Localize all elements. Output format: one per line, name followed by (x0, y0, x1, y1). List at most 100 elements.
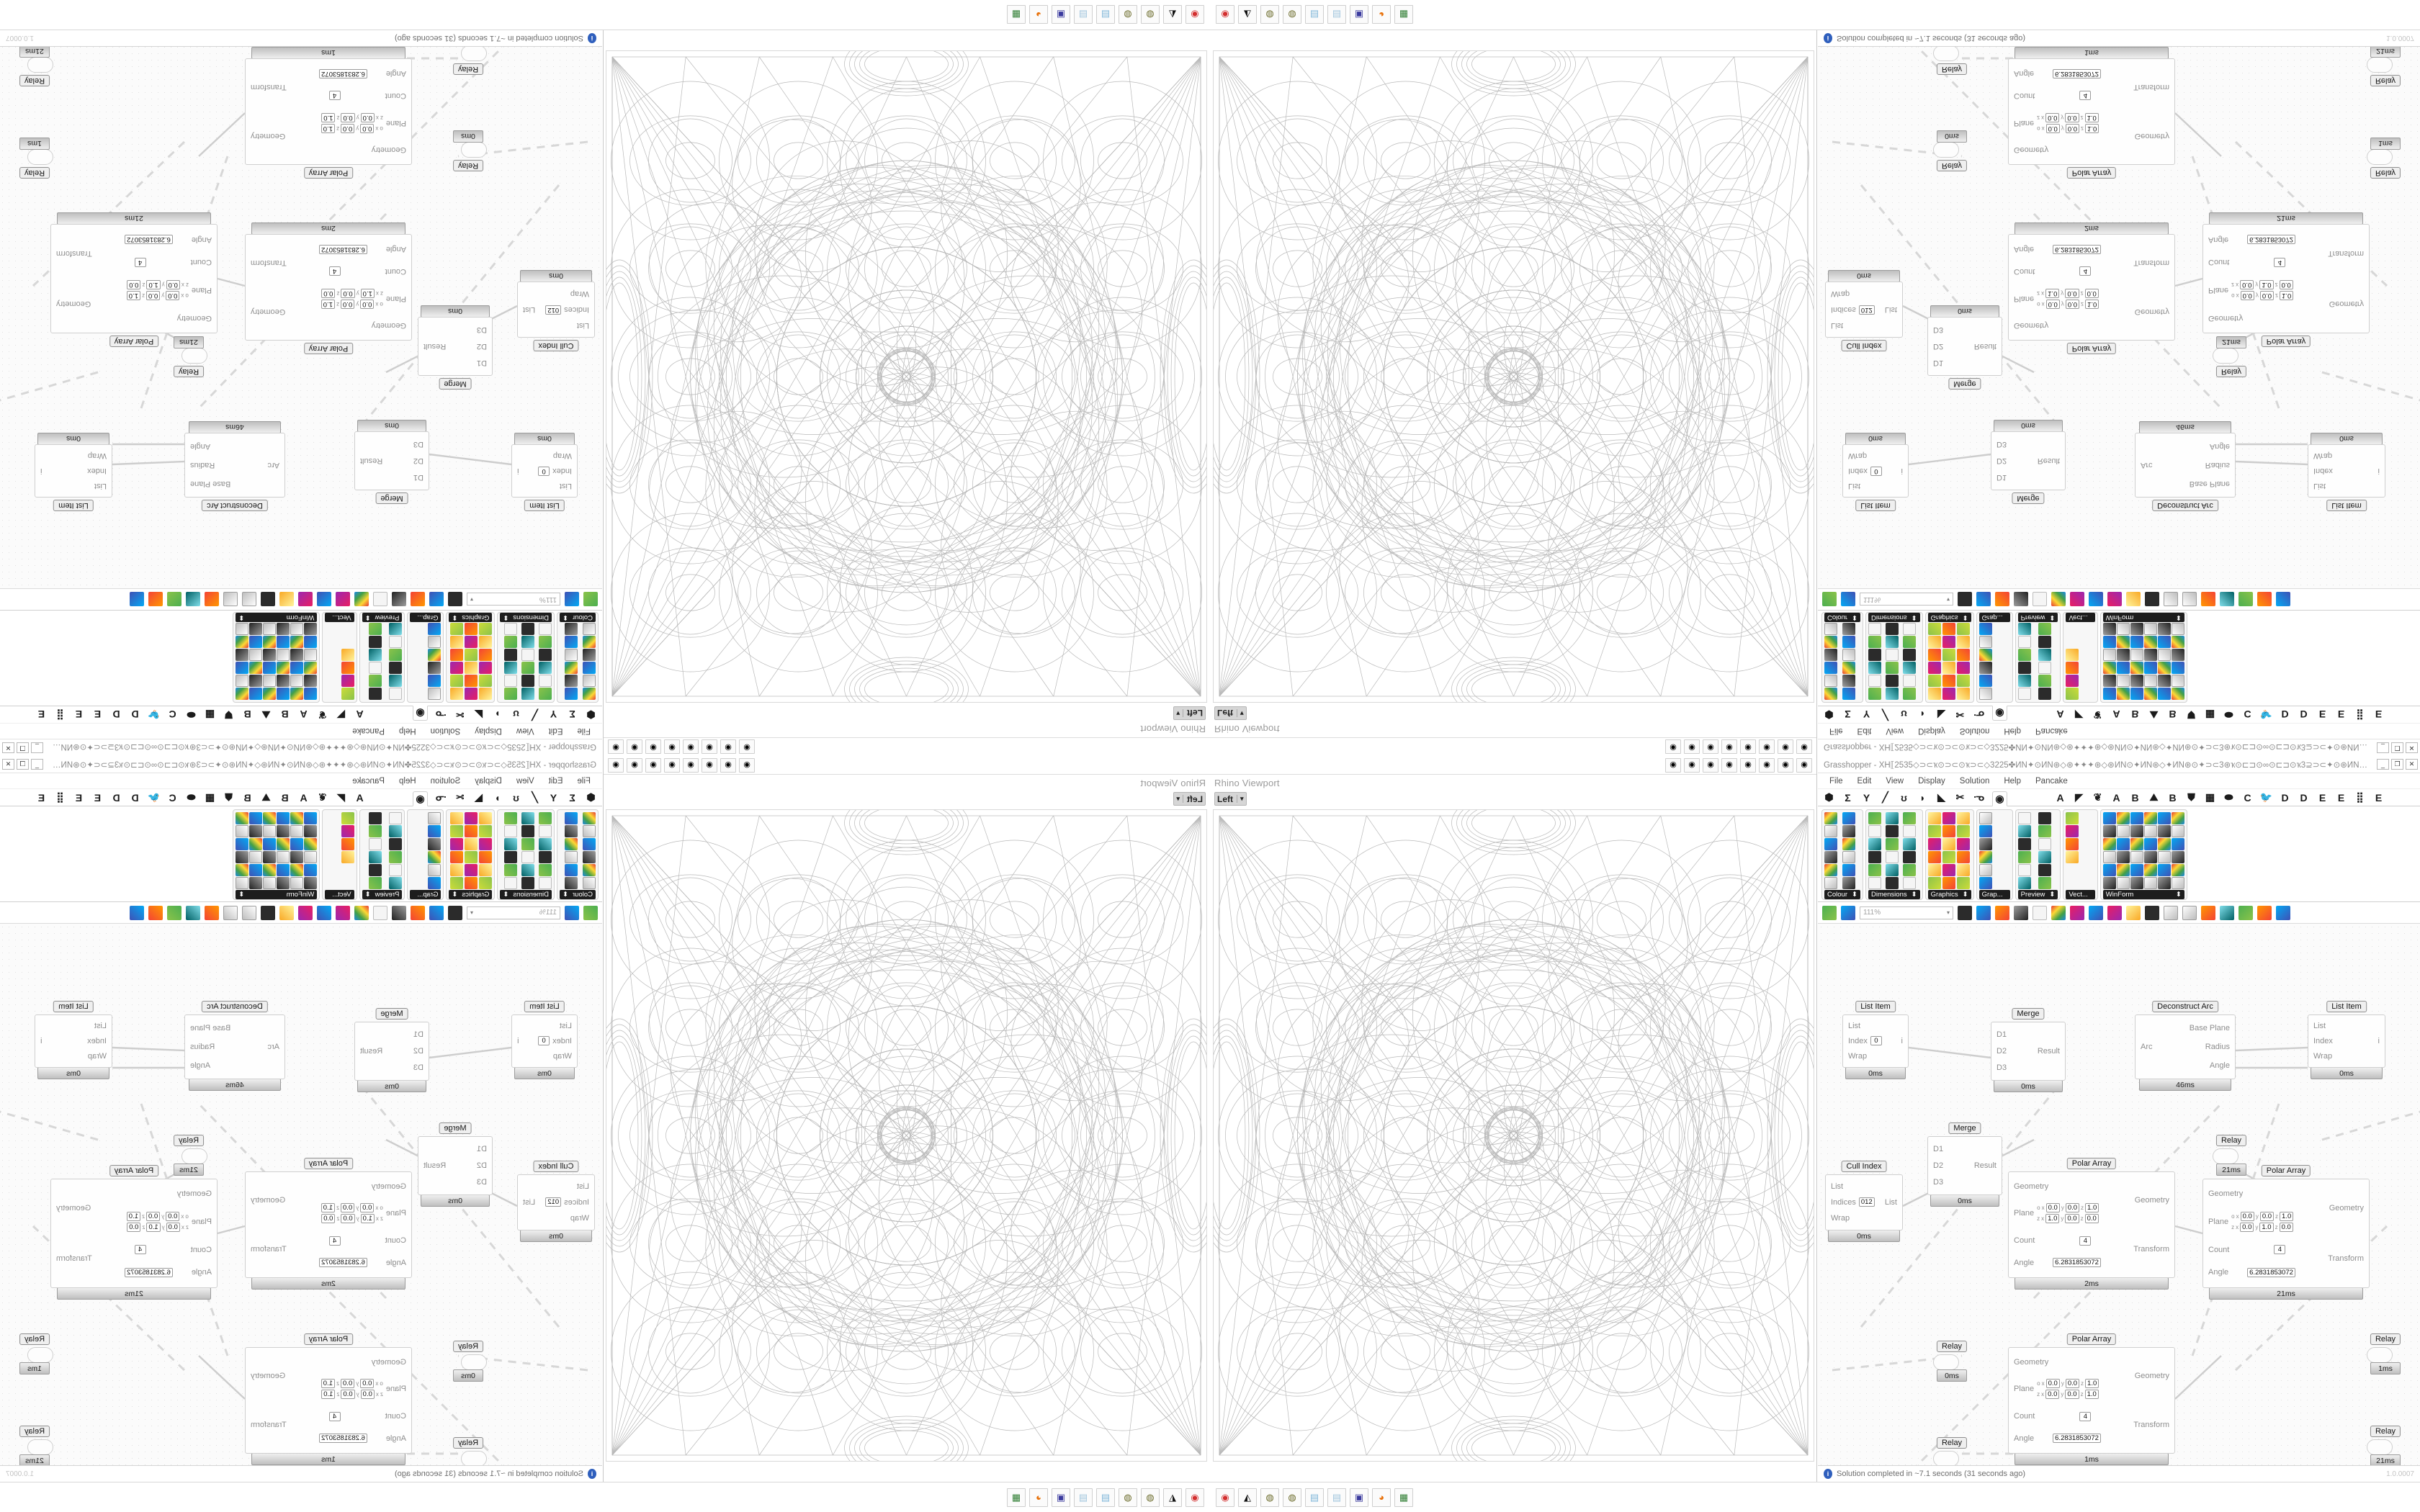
input-param-d1[interactable]: D1 (472, 357, 492, 369)
green-preview-icon[interactable] (167, 905, 182, 920)
plane-o-z-field[interactable]: 1.0 (2085, 1379, 2099, 1389)
component-nickname[interactable]: Deconstruct Arc (202, 1001, 268, 1012)
close-button[interactable]: ✕ (2, 742, 14, 753)
gha-assembly-icon[interactable] (354, 905, 369, 920)
ribbon-component-icon[interactable] (2157, 688, 2171, 700)
tab-intersect-tab[interactable]: ✂ (1955, 709, 1965, 721)
save-file-icon[interactable] (565, 592, 579, 607)
plane-o-z-field[interactable]: 1.0 (126, 291, 140, 301)
input-param-plane[interactable]: Plane o x 0.0 y 0.0 z 1.0 z x 1.0 y 0.0 z 0.0 (2009, 287, 2106, 310)
save-file-icon[interactable] (565, 905, 579, 920)
input-param-list[interactable]: List (1826, 320, 1880, 331)
ribbon-component-icon[interactable] (290, 825, 304, 837)
menu-item-pancake[interactable]: Pancake (2035, 726, 2068, 736)
ribbon-component-icon[interactable] (583, 864, 596, 876)
search-icon[interactable] (317, 592, 331, 607)
ribbon-component-icon[interactable] (1903, 825, 1917, 837)
ribbon-component-icon[interactable] (304, 636, 318, 648)
tab-addon-e2-tab[interactable]: E (75, 708, 83, 721)
rhino-view-selector[interactable]: Left ▾ (1173, 792, 1206, 806)
ribbon-component-icon[interactable] (564, 623, 578, 635)
ribbon-component-icon[interactable] (304, 864, 318, 876)
ribbon-component-icon[interactable] (503, 812, 517, 824)
angle-value-field[interactable]: 6.2831853072 (2053, 1258, 2101, 1268)
ribbon-component-icon[interactable] (236, 877, 249, 889)
ribbon-component-icon[interactable] (2171, 662, 2184, 674)
ribbon-component-icon[interactable] (1942, 812, 1955, 824)
app-notes-icon[interactable]: ◉ (1740, 757, 1756, 773)
plane-o-y-field[interactable]: 0.0 (340, 299, 355, 309)
ribbon-component-icon[interactable] (2066, 688, 2079, 700)
ribbon-component-icon[interactable] (539, 812, 552, 824)
app-badger-icon[interactable]: ◉ (720, 739, 736, 755)
plane-z-z-field[interactable]: 0.0 (2279, 1222, 2293, 1232)
ribbon-component-icon[interactable] (2130, 812, 2143, 824)
plane-z-x-field[interactable]: 0.0 (360, 1390, 375, 1400)
ribbon-component-icon[interactable] (369, 623, 382, 635)
gh-relay-relay-1[interactable]: Relay 21ms (2213, 1135, 2250, 1176)
ribbon-component-icon[interactable] (1978, 649, 1992, 661)
app-scroll-icon[interactable]: ◉ (645, 757, 661, 773)
ribbon-component-icon[interactable] (2066, 649, 2079, 661)
component-body[interactable]: D1 D2 D3 Result (418, 1136, 493, 1195)
ribbon-component-icon[interactable] (2102, 864, 2116, 876)
preview-render-icon[interactable] (2201, 905, 2215, 920)
app-notes-icon[interactable]: ▤ (1096, 1488, 1115, 1507)
tab-addon-mount-tab[interactable]: ⛰ (2149, 791, 2159, 803)
ribbon-component-icon[interactable] (1886, 688, 1899, 700)
gh-component-merge-2[interactable]: Merge D1 D2 D3 Result 0ms (1927, 305, 2002, 390)
tab-addon-cloud-tab[interactable]: ❦ (318, 791, 327, 803)
grasshopper-canvas[interactable]: List Item List Index 0 Wrap i 0ms Merge D1 D2 D3 Re… (1818, 31, 2420, 588)
component-body[interactable]: D1 D2 D3 Result (1927, 317, 2002, 376)
ribbon-group-caption[interactable]: Graphics ⬍ (449, 890, 493, 899)
cluster-icon[interactable] (373, 905, 387, 920)
ribbon-group-caption[interactable]: WinForm ⬍ (236, 613, 318, 622)
plane-o-y-field[interactable]: 0.0 (145, 291, 161, 301)
output-param-i[interactable]: i (40, 467, 42, 475)
tab-addon-shield-tab[interactable]: ⛊ (225, 791, 233, 803)
ribbon-component-icon[interactable] (2017, 851, 2031, 863)
tab-addon-e3-tab[interactable]: E (37, 708, 45, 721)
output-param-geometry[interactable]: Geometry (2134, 132, 2169, 140)
ribbon-component-icon[interactable] (465, 623, 478, 635)
tab-addon-c-tab[interactable]: C (169, 708, 176, 721)
input-param-wrap[interactable]: Wrap (1826, 288, 1880, 300)
output-param-geometry[interactable]: Geometry (2134, 307, 2169, 316)
ribbon-group-expander[interactable]: ⬍ (1962, 891, 1968, 899)
ribbon-component-icon[interactable] (290, 662, 304, 674)
ribbon-component-icon[interactable] (465, 662, 478, 674)
relay-body[interactable] (2367, 57, 2393, 73)
plane-o-y-field[interactable]: 0.0 (2065, 1379, 2080, 1389)
angle-value-field[interactable]: 6.2831853072 (319, 1258, 367, 1268)
input-param-d3[interactable]: D3 (472, 1176, 492, 1188)
relay-nickname[interactable]: Relay (19, 1333, 50, 1345)
ribbon-component-icon[interactable] (1842, 851, 1856, 863)
component-body[interactable]: List Indices 012 Wrap List (1825, 282, 1903, 338)
plane-o-y-field[interactable]: 0.0 (2065, 299, 2080, 309)
ribbon-component-icon[interactable] (564, 675, 578, 687)
menu-item-pancake[interactable]: Pancake (352, 776, 385, 786)
tab-curve-tab[interactable]: ʊ (1901, 708, 1907, 721)
component-body[interactable]: Arc Base Plane Radius Angle (184, 433, 285, 498)
relay-nickname[interactable]: Relay (2370, 167, 2401, 179)
ribbon-component-icon[interactable] (521, 864, 534, 876)
tab-addon-d-tab[interactable]: D (2281, 791, 2289, 804)
ribbon-component-icon[interactable] (236, 623, 249, 635)
ribbon-component-icon[interactable] (277, 688, 290, 700)
ribbon-component-icon[interactable] (290, 864, 304, 876)
grasshopper-canvas[interactable]: List Item List Index 0 Wrap i 0ms Merge D1 D2 D3 Re… (1818, 924, 2420, 1481)
ribbon-component-icon[interactable] (564, 825, 578, 837)
component-body[interactable]: List Index 0 Wrap i (511, 444, 578, 498)
ribbon-component-icon[interactable] (1927, 636, 1941, 648)
ribbon-component-icon[interactable] (389, 649, 403, 661)
gh-component-polar-array-1[interactable]: Polar Array Geometry Plane o x 0.0 y 0.0 z 1.0 z x 1… (2008, 222, 2175, 354)
angle-value-field[interactable]: 6.2831853072 (319, 1434, 367, 1444)
component-body[interactable]: Geometry Plane o x 0.0 y 0.0 z 1.0 z x 0.0 y 0.0 z 1.0 C… (245, 58, 412, 165)
preview-wire-icon[interactable] (2182, 905, 2197, 920)
input-param-geometry[interactable]: Geometry (314, 144, 411, 156)
plane-o-x-field[interactable]: 0.0 (2045, 123, 2060, 133)
input-param-count[interactable]: Count 4 (2009, 89, 2106, 102)
ribbon-group-caption[interactable]: Preview ⬍ (2017, 613, 2058, 622)
input-param-plane[interactable]: Plane o x 0.0 y 0.0 z 1.0 z x 0.0 y 0.0 z 1.0 (2009, 112, 2106, 135)
tab-addon-b-tab[interactable]: B (281, 791, 289, 804)
